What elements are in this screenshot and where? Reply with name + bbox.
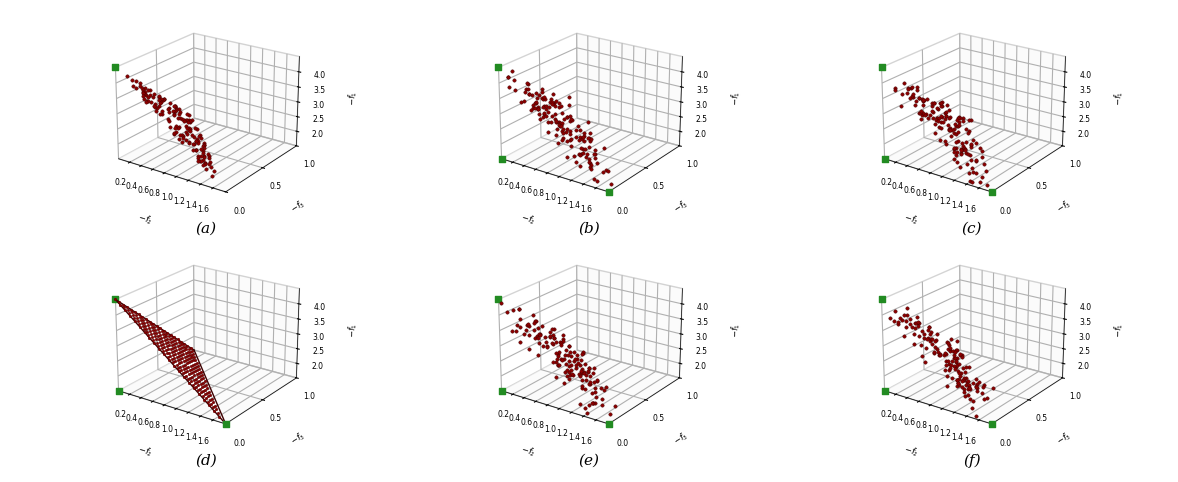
X-axis label: $-f_2$: $-f_2$ [135,211,154,228]
Text: (f): (f) [964,454,981,468]
X-axis label: $-f_2$: $-f_2$ [135,443,154,459]
Y-axis label: $-f_3$: $-f_3$ [671,429,690,448]
Text: (c): (c) [961,222,982,236]
Y-axis label: $-f_3$: $-f_3$ [287,198,307,216]
Y-axis label: $-f_3$: $-f_3$ [671,198,690,216]
Text: (a): (a) [196,222,217,236]
X-axis label: $-f_2$: $-f_2$ [518,211,537,228]
Y-axis label: $-f_3$: $-f_3$ [1054,429,1073,448]
Y-axis label: $-f_3$: $-f_3$ [1054,198,1073,216]
Text: (e): (e) [578,454,600,468]
Y-axis label: $-f_3$: $-f_3$ [287,429,307,448]
X-axis label: $-f_2$: $-f_2$ [902,211,920,228]
X-axis label: $-f_2$: $-f_2$ [518,443,537,459]
Text: (d): (d) [196,454,217,468]
X-axis label: $-f_2$: $-f_2$ [902,443,920,459]
Text: (b): (b) [578,222,600,236]
